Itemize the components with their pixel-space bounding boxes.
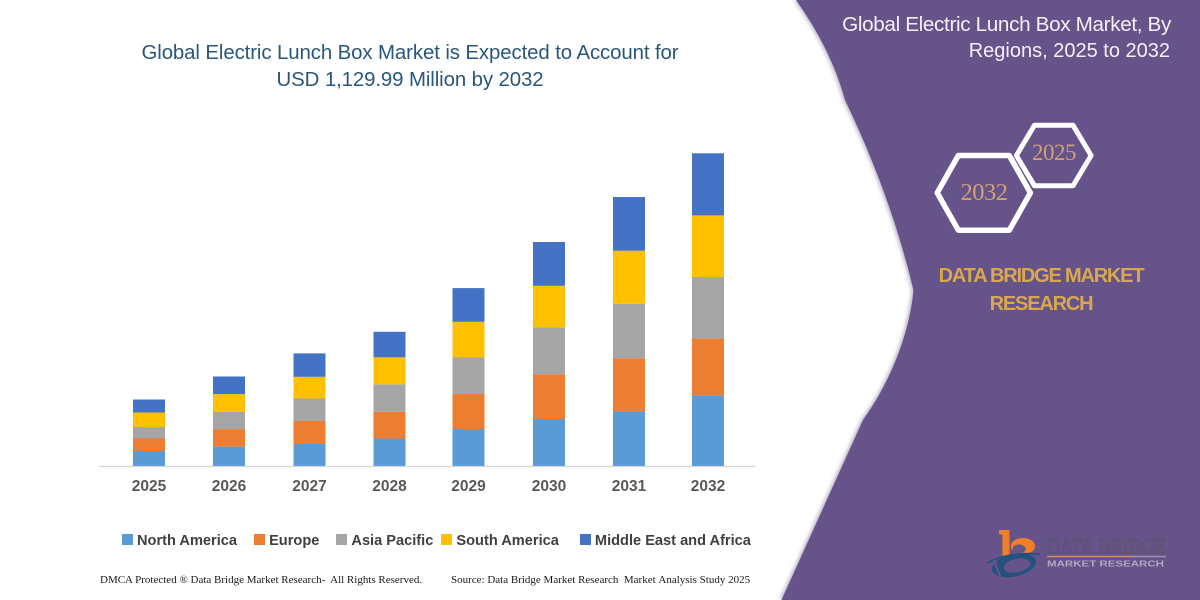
svg-text:DATA BRIDGE: DATA BRIDGE	[1047, 534, 1166, 558]
svg-text:MARKET RESEARCH: MARKET RESEARCH	[1047, 559, 1164, 569]
